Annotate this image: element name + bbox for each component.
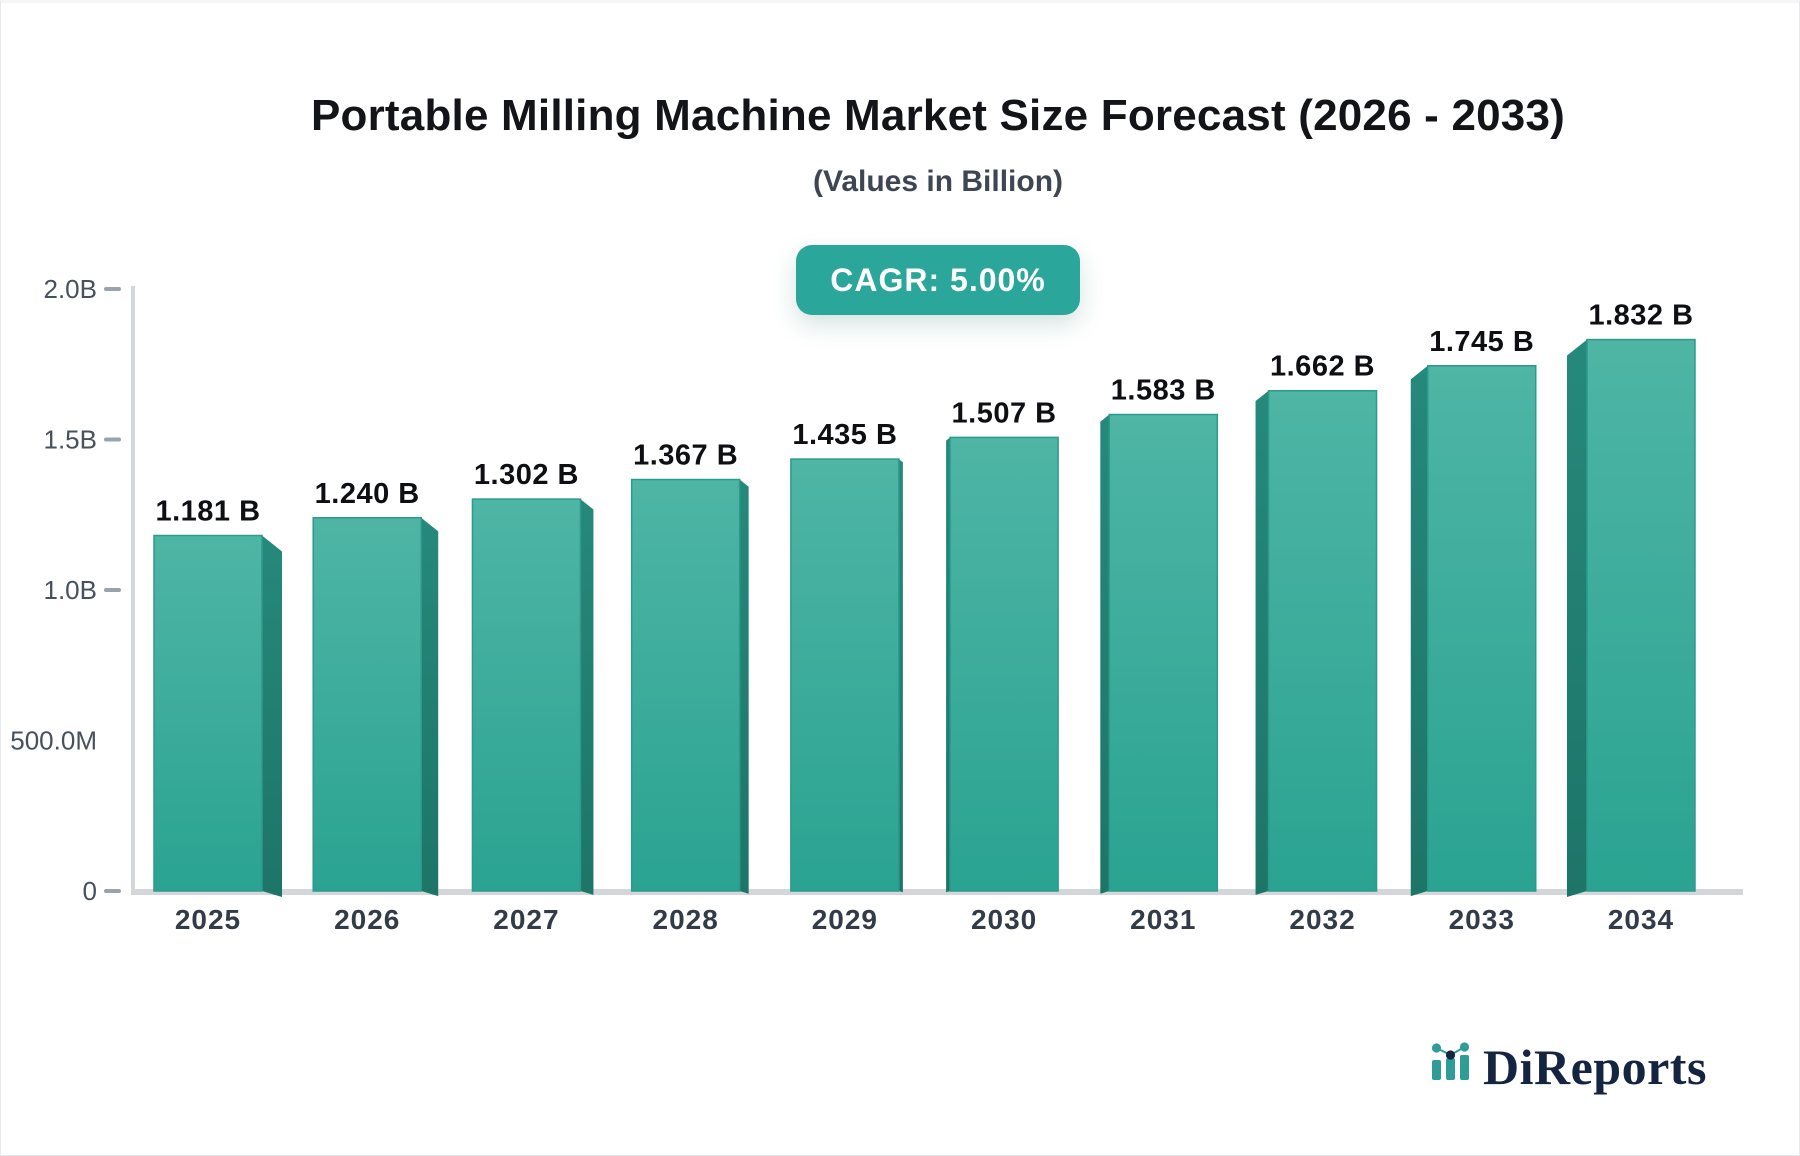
bar-value-label: 1.583 B	[1111, 375, 1216, 407]
bar-2031[interactable]: 1.583 B 2031	[1100, 375, 1219, 935]
bar-front-face	[471, 498, 582, 892]
bar-side-face	[421, 517, 439, 897]
bar-2026[interactable]: 1.240 B 2026	[312, 478, 439, 935]
y-tick-dash	[104, 588, 121, 592]
x-axis-year-label: 2026	[334, 904, 400, 935]
y-axis-tick-label: 0	[83, 876, 97, 906]
x-axis-year-label: 2033	[1449, 904, 1515, 935]
bar-2030[interactable]: 1.507 B 2030	[946, 397, 1059, 935]
bar-side-face	[898, 459, 903, 893]
y-tick-dash	[104, 437, 121, 442]
x-axis-line	[131, 889, 1743, 895]
bar-side-face	[580, 499, 594, 895]
bar-front-face	[949, 436, 1059, 892]
y-tick-dash	[104, 889, 121, 893]
bar-front-face	[312, 517, 422, 892]
brand-logo: DiReports	[1429, 1039, 1707, 1095]
bar-side-face	[1410, 365, 1428, 897]
bar-side-face	[739, 479, 749, 894]
bar-value-label: 1.240 B	[315, 478, 420, 510]
bar-side-face	[946, 437, 951, 893]
bar-front-face	[1427, 365, 1537, 892]
bar-front-face	[1267, 389, 1378, 892]
bar-2033[interactable]: 1.745 B 2033	[1410, 326, 1537, 935]
brand-logo-text: DiReports	[1483, 1039, 1707, 1095]
bar-2032[interactable]: 1.662 B 2032	[1255, 351, 1378, 935]
chart-title: Portable Milling Machine Market Size For…	[310, 91, 1565, 140]
bar-value-label: 1.367 B	[633, 440, 738, 472]
bar-front-face	[1108, 413, 1219, 892]
y-axis-tick-label: 500.0M	[10, 726, 97, 756]
x-axis-year-label: 2029	[812, 904, 878, 935]
y-axis-tick-label: 2.0B	[44, 274, 98, 304]
chart-subtitle: (Values in Billion)	[812, 165, 1064, 198]
bar-value-label: 1.181 B	[155, 496, 260, 528]
bar-2027[interactable]: 1.302 B 2027	[471, 459, 594, 935]
x-axis-year-label: 2025	[175, 904, 241, 935]
bar-2025[interactable]: 1.181 B 2025	[153, 496, 282, 935]
bar-front-face	[1586, 338, 1696, 892]
x-axis-year-label: 2031	[1130, 904, 1196, 935]
bar-front-face	[630, 478, 741, 892]
bar-value-label: 1.745 B	[1429, 326, 1534, 358]
chart-header: Portable Milling Machine Market Size For…	[133, 3, 1743, 315]
bar-front-face	[153, 534, 263, 892]
x-axis-year-label: 2030	[971, 904, 1037, 935]
bar-side-face	[1100, 414, 1110, 894]
bar-value-label: 1.662 B	[1270, 351, 1375, 383]
bar-2029[interactable]: 1.435 B 2029	[790, 419, 903, 935]
bar-front-face	[790, 458, 900, 892]
bar-2034[interactable]: 1.832 B 2034	[1566, 300, 1696, 935]
bar-value-label: 1.832 B	[1588, 300, 1693, 332]
bar-side-face	[1566, 339, 1587, 897]
cagr-badge: CAGR: 5.00%	[796, 245, 1080, 315]
bar-value-label: 1.435 B	[792, 419, 897, 451]
bar-side-face	[262, 535, 282, 897]
y-axis-tick-label: 1.0B	[44, 575, 98, 605]
bar-value-label: 1.507 B	[952, 397, 1057, 429]
y-axis-line	[131, 286, 135, 893]
bar-2028[interactable]: 1.367 B 2028	[630, 440, 749, 935]
bar-value-label: 1.302 B	[474, 459, 579, 491]
bar-chart: 2.0B 1.5B 1.0B 500.0M 0 1.181 B 2025 1.240 B 202…	[10, 274, 1743, 935]
brand-logo-icon	[1431, 1042, 1470, 1080]
x-axis-year-label: 2027	[493, 904, 559, 935]
x-axis-year-label: 2034	[1608, 904, 1674, 935]
y-axis-tick-label: 1.5B	[44, 425, 98, 455]
x-axis-year-label: 2028	[653, 904, 719, 935]
x-axis-year-label: 2032	[1289, 904, 1355, 935]
bar-side-face	[1255, 390, 1269, 895]
y-tick-dash	[104, 287, 121, 291]
